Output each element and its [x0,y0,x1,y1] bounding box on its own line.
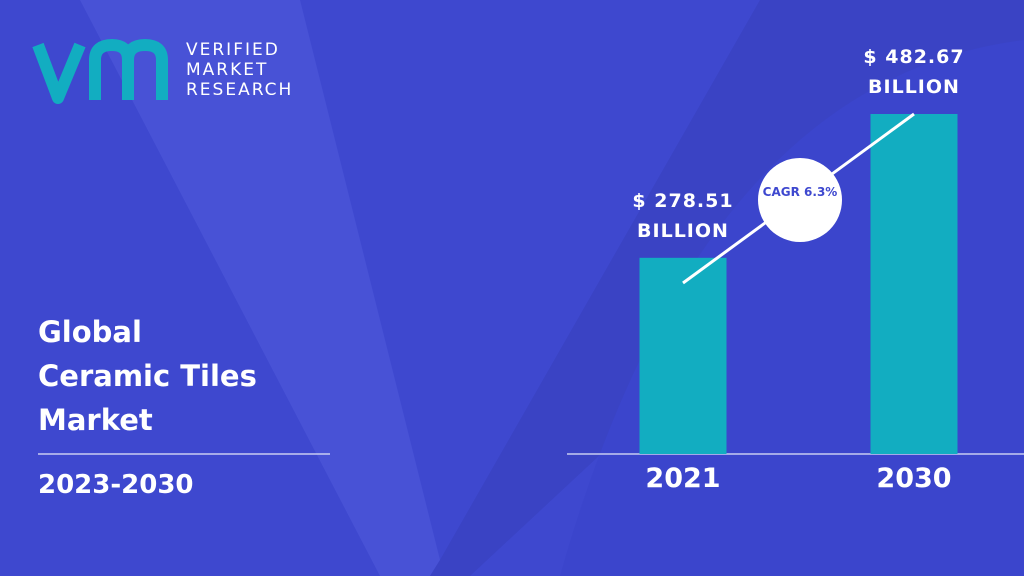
value-label: $ 278.51 BILLION [632,189,734,242]
title: Global Ceramic Tiles Market [38,315,257,437]
subtitle: 2023-2030 [38,470,194,500]
bar [639,257,727,454]
category-label: 2030 [876,463,952,494]
logo [32,42,86,104]
brand: VERIFIED MARKET RESEARCH [186,40,294,100]
value-label: $ 482.67 BILLION [863,46,965,98]
logo [89,38,168,100]
cagr-circle [758,158,842,242]
bg-shape [80,0,440,576]
category-label: 2021 [645,463,721,494]
bar [870,114,958,454]
annotation: CAGR 6.3% [762,185,838,199]
